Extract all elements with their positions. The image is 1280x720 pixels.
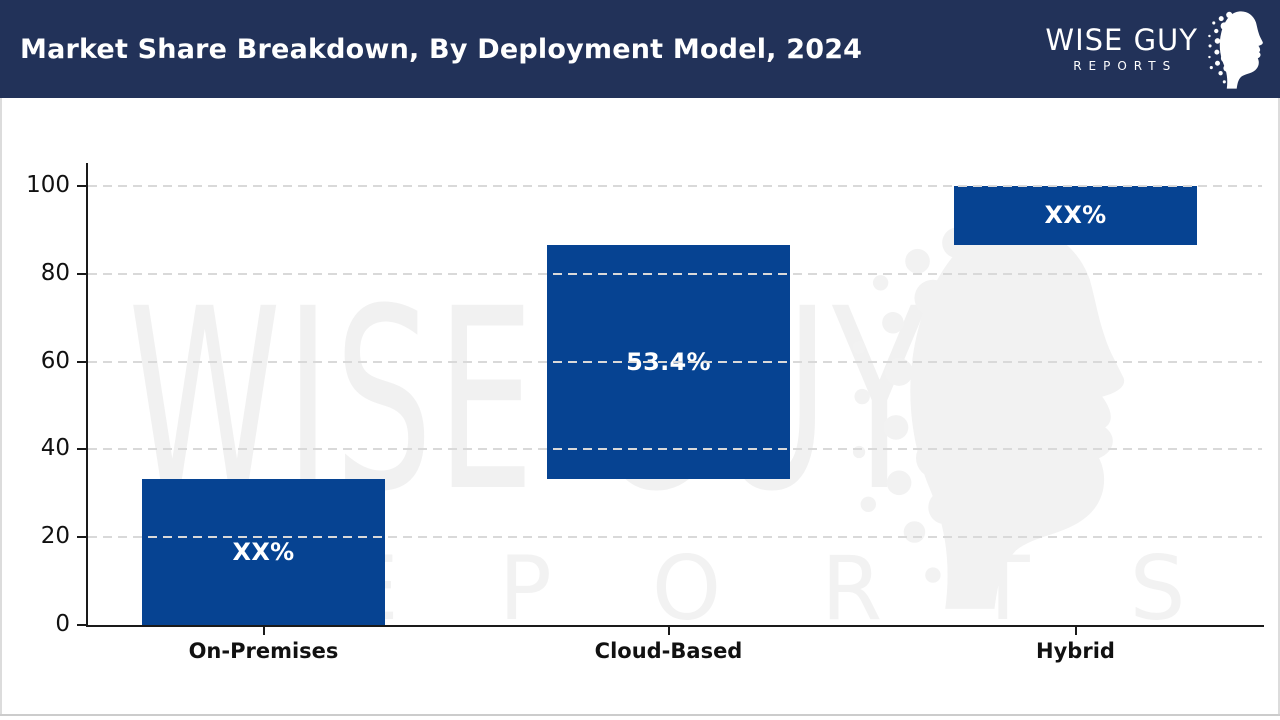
x-category-label: Hybrid [1036, 639, 1115, 663]
y-tick-100 [77, 185, 86, 187]
gridline-20 [88, 536, 1262, 539]
logo: WISE GUY REPORTS [1045, 8, 1264, 90]
logo-head-icon [1202, 8, 1264, 90]
y-tick-20 [77, 536, 86, 539]
gridline-80 [88, 272, 1262, 275]
y-tick-label-0: 0 [55, 611, 70, 637]
bar-value-label: XX% [1044, 201, 1107, 230]
logo-text: WISE GUY REPORTS [1045, 22, 1198, 73]
bar-hybrid: XX% [954, 186, 1197, 245]
y-tick-40 [77, 448, 86, 451]
bar-value-label: XX% [232, 538, 295, 567]
x-axis-spine [86, 625, 1264, 627]
y-tick-label-80: 80 [40, 259, 70, 286]
y-tick-label-100: 100 [26, 172, 70, 198]
gridline-60 [88, 360, 1262, 363]
y-tick-label-40: 40 [40, 435, 70, 462]
plot-area: XX% 53.4% XX% [88, 163, 1262, 625]
gridline-100 [88, 185, 1262, 187]
y-tick-60 [77, 360, 86, 363]
right-edge-border [1278, 98, 1280, 716]
x-category-label: Cloud-Based [594, 639, 743, 663]
x-tick-2 [667, 627, 670, 635]
x-tick-3 [1074, 627, 1077, 635]
y-tick-label-20: 20 [40, 523, 70, 550]
y-tick-label-60: 60 [40, 347, 70, 374]
logo-wordmark: WISE GUY [1045, 22, 1198, 57]
gridline-40 [88, 448, 1262, 451]
x-tick-1 [262, 627, 265, 635]
bar-on-premises: XX% [142, 479, 385, 625]
y-tick-0 [77, 624, 86, 626]
footer-divider [0, 714, 1280, 716]
left-edge-border [0, 98, 2, 716]
x-category-label: On-Premises [188, 639, 339, 663]
page-title: Market Share Breakdown, By Deployment Mo… [20, 33, 863, 65]
header: Market Share Breakdown, By Deployment Mo… [0, 0, 1280, 98]
logo-tagline: REPORTS [1073, 58, 1178, 73]
y-tick-80 [77, 272, 86, 275]
